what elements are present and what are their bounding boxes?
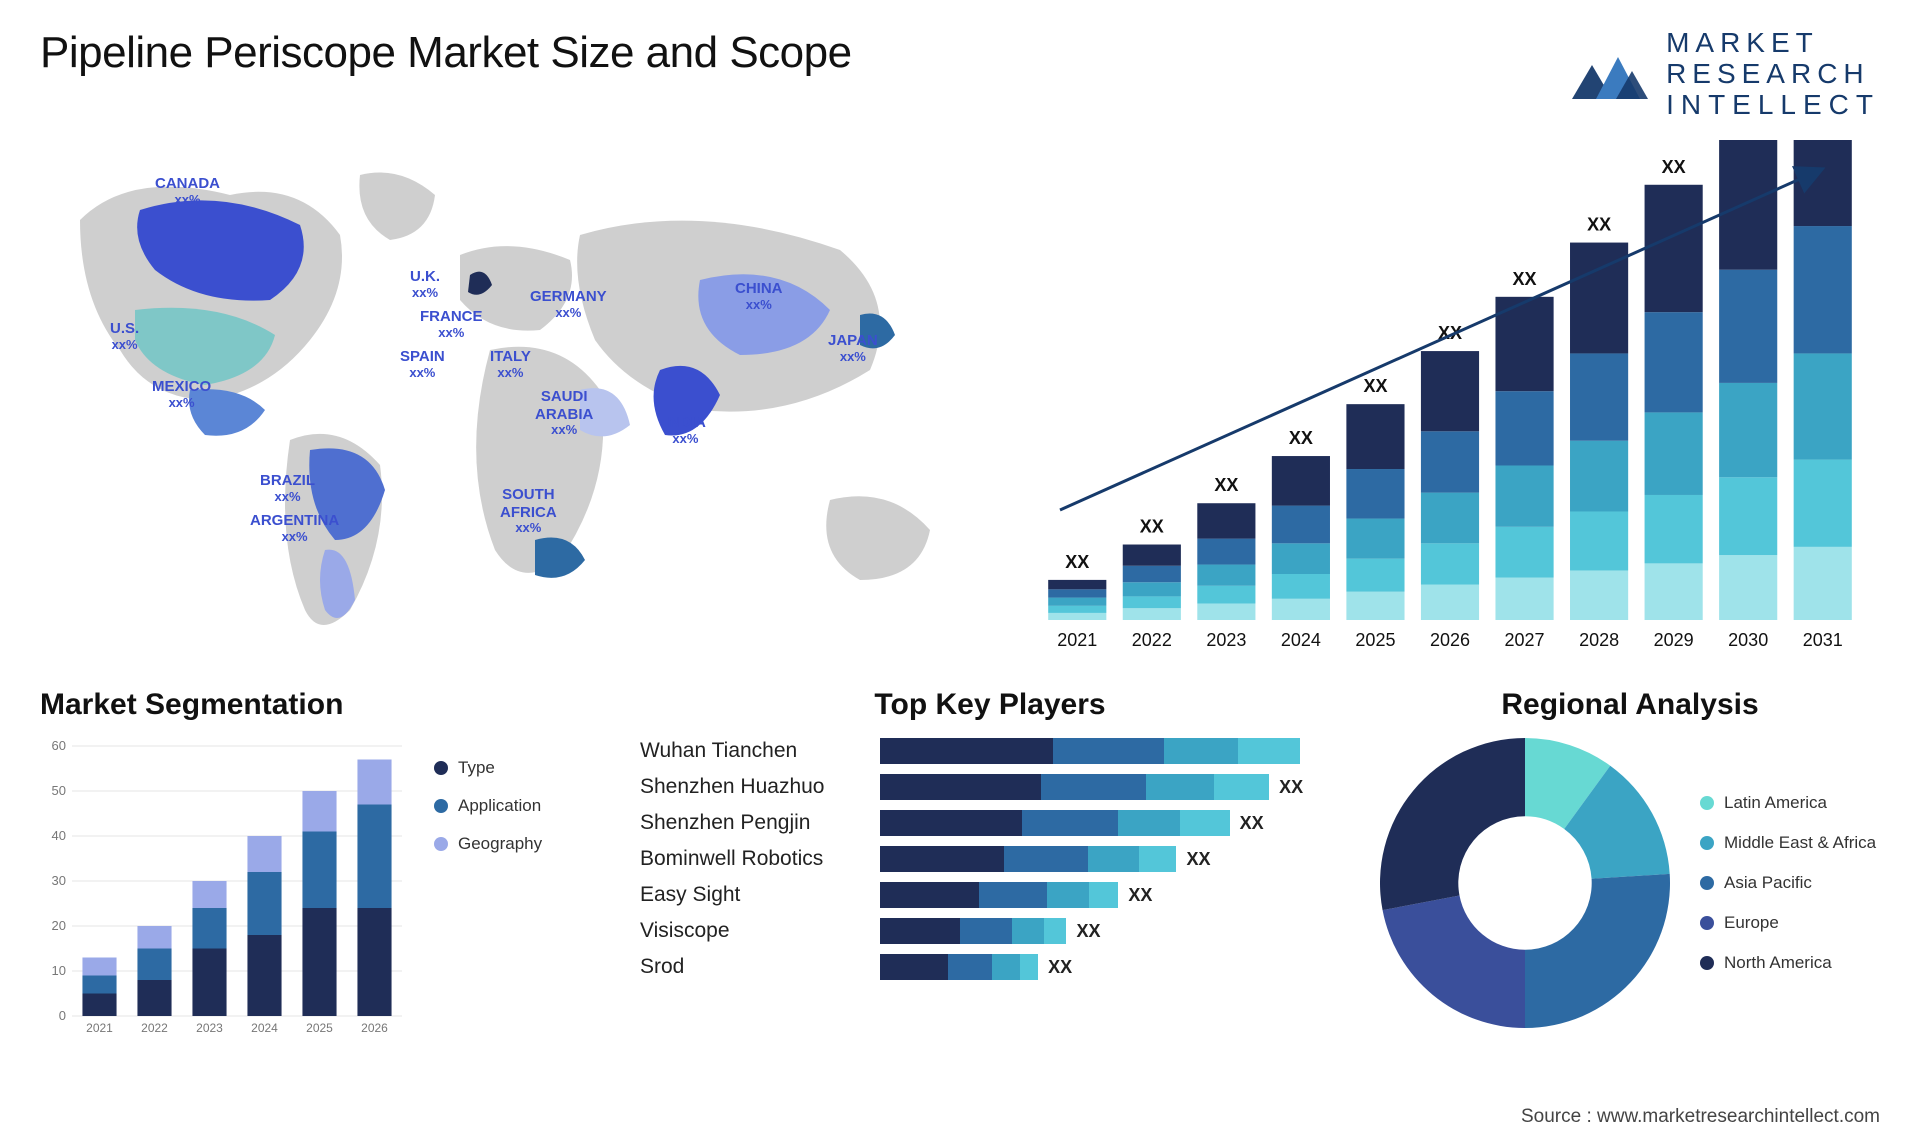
map-label-germany: GERMANYxx% bbox=[530, 288, 607, 320]
forecast-chart-panel: XX 2021 XX 2022 XX 2023 XX 2024 XX 2025 XX 2026 XX 20… bbox=[1030, 140, 1880, 660]
svg-text:2030: 2030 bbox=[1728, 630, 1768, 650]
key-player-value: XX bbox=[1240, 813, 1264, 834]
map-label-france: FRANCExx% bbox=[420, 308, 483, 340]
svg-text:2026: 2026 bbox=[1430, 630, 1470, 650]
key-player-name: Shenzhen Pengjin bbox=[640, 811, 880, 835]
seg-legend-item: Application bbox=[434, 796, 542, 816]
page-title: Pipeline Periscope Market Size and Scope bbox=[40, 28, 852, 78]
brand-line1: MARKET bbox=[1666, 28, 1880, 59]
brand-line3: INTELLECT bbox=[1666, 90, 1880, 121]
svg-text:XX: XX bbox=[1587, 215, 1611, 235]
map-label-saudi: SAUDIARABIAxx% bbox=[535, 388, 593, 437]
regional-legend-item: Latin America bbox=[1700, 793, 1876, 813]
svg-text:XX: XX bbox=[1363, 377, 1387, 397]
key-player-name: Visiscope bbox=[640, 919, 880, 943]
key-players-title: Top Key Players bbox=[640, 688, 1340, 722]
key-player-row: Bominwell Robotics XX bbox=[640, 846, 1340, 872]
forecast-chart: XX 2021 XX 2022 XX 2023 XX 2024 XX 2025 XX 2026 XX 20… bbox=[1030, 140, 1870, 660]
svg-text:2023: 2023 bbox=[196, 1021, 223, 1035]
svg-text:2025: 2025 bbox=[1355, 630, 1395, 650]
world-map-panel: CANADAxx% U.S.xx% MEXICOxx% BRAZILxx% ARGENT… bbox=[40, 140, 1000, 660]
regional-legend-item: Europe bbox=[1700, 913, 1876, 933]
key-player-row: Shenzhen Pengjin XX bbox=[640, 810, 1340, 836]
key-player-name: Shenzhen Huazhuo bbox=[640, 775, 880, 799]
map-label-italy: ITALYxx% bbox=[490, 348, 531, 380]
key-players-rows: Wuhan TianchenShenzhen HuazhuoXXShenzhen… bbox=[640, 738, 1340, 980]
regional-legend: Latin America Middle East & Africa Asia Pa… bbox=[1700, 793, 1876, 973]
key-player-name: Bominwell Robotics bbox=[640, 847, 880, 871]
svg-text:XX: XX bbox=[1513, 269, 1537, 289]
regional-panel: Regional Analysis Latin America Middle Ea… bbox=[1380, 688, 1880, 1038]
key-player-value: XX bbox=[1128, 885, 1152, 906]
svg-text:2029: 2029 bbox=[1654, 630, 1694, 650]
svg-text:40: 40 bbox=[52, 828, 66, 843]
svg-text:60: 60 bbox=[52, 738, 66, 753]
key-player-value: XX bbox=[1279, 777, 1303, 798]
svg-text:XX: XX bbox=[1065, 552, 1089, 572]
svg-text:2021: 2021 bbox=[86, 1021, 113, 1035]
svg-text:50: 50 bbox=[52, 783, 66, 798]
svg-text:0: 0 bbox=[59, 1008, 66, 1023]
key-player-row: Visiscope XX bbox=[640, 918, 1340, 944]
segmentation-panel: Market Segmentation 0 10 20 30 40 50 60 2021 202… bbox=[40, 688, 600, 1038]
map-label-india: INDIAxx% bbox=[665, 414, 706, 446]
svg-text:2026: 2026 bbox=[361, 1021, 388, 1035]
map-label-southafrica: SOUTHAFRICAxx% bbox=[500, 486, 557, 535]
svg-text:30: 30 bbox=[52, 873, 66, 888]
key-player-value: XX bbox=[1186, 849, 1210, 870]
svg-text:XX: XX bbox=[1289, 428, 1313, 448]
key-player-name: Wuhan Tianchen bbox=[640, 739, 880, 763]
svg-text:2025: 2025 bbox=[306, 1021, 333, 1035]
svg-text:XX: XX bbox=[1140, 517, 1164, 537]
key-player-row: Shenzhen Huazhuo XX bbox=[640, 774, 1340, 800]
svg-text:2022: 2022 bbox=[1132, 630, 1172, 650]
svg-text:XX: XX bbox=[1214, 476, 1238, 496]
svg-text:XX: XX bbox=[1662, 157, 1686, 177]
brand-line2: RESEARCH bbox=[1666, 59, 1880, 90]
seg-legend-item: Geography bbox=[434, 834, 542, 854]
map-label-us: U.S.xx% bbox=[110, 320, 139, 352]
regional-title: Regional Analysis bbox=[1380, 688, 1880, 722]
svg-text:2024: 2024 bbox=[1281, 630, 1321, 650]
map-label-china: CHINAxx% bbox=[735, 280, 783, 312]
map-label-argentina: ARGENTINAxx% bbox=[250, 512, 339, 544]
svg-text:2021: 2021 bbox=[1057, 630, 1097, 650]
svg-text:2022: 2022 bbox=[141, 1021, 168, 1035]
key-player-value: XX bbox=[1048, 957, 1072, 978]
map-label-mexico: MEXICOxx% bbox=[152, 378, 211, 410]
key-player-name: Easy Sight bbox=[640, 883, 880, 907]
regional-donut-chart bbox=[1380, 738, 1670, 1028]
key-players-panel: Top Key Players Wuhan Tianchen Shenzhen H… bbox=[640, 688, 1340, 1038]
svg-text:2028: 2028 bbox=[1579, 630, 1619, 650]
svg-text:2031: 2031 bbox=[1803, 630, 1843, 650]
key-player-row: Srod XX bbox=[640, 954, 1340, 980]
key-player-row: Wuhan Tianchen bbox=[640, 738, 1340, 764]
svg-text:20: 20 bbox=[52, 918, 66, 933]
svg-text:10: 10 bbox=[52, 963, 66, 978]
source-label: Source : www.marketresearchintellect.com bbox=[1521, 1106, 1880, 1128]
map-label-uk: U.K.xx% bbox=[410, 268, 440, 300]
regional-legend-item: Asia Pacific bbox=[1700, 873, 1876, 893]
brand-mark-icon bbox=[1566, 43, 1652, 105]
key-player-row: Easy Sight XX bbox=[640, 882, 1340, 908]
map-label-canada: CANADAxx% bbox=[155, 175, 220, 207]
key-player-value: XX bbox=[1077, 921, 1101, 942]
key-player-name: Srod bbox=[640, 955, 880, 979]
svg-text:2023: 2023 bbox=[1206, 630, 1246, 650]
regional-legend-item: Middle East & Africa bbox=[1700, 833, 1876, 853]
regional-legend-item: North America bbox=[1700, 953, 1876, 973]
map-label-brazil: BRAZILxx% bbox=[260, 472, 315, 504]
svg-text:2027: 2027 bbox=[1505, 630, 1545, 650]
segmentation-title: Market Segmentation bbox=[40, 688, 600, 722]
svg-text:2024: 2024 bbox=[251, 1021, 278, 1035]
segmentation-chart: 0 10 20 30 40 50 60 2021 2022 2023 2024 2025 2026 bbox=[40, 738, 410, 1038]
segmentation-legend: Type Application Geography bbox=[434, 738, 542, 1038]
seg-legend-item: Type bbox=[434, 758, 542, 778]
map-label-spain: SPAINxx% bbox=[400, 348, 445, 380]
brand-logo: MARKET RESEARCH INTELLECT bbox=[1566, 28, 1880, 120]
map-label-japan: JAPANxx% bbox=[828, 332, 878, 364]
